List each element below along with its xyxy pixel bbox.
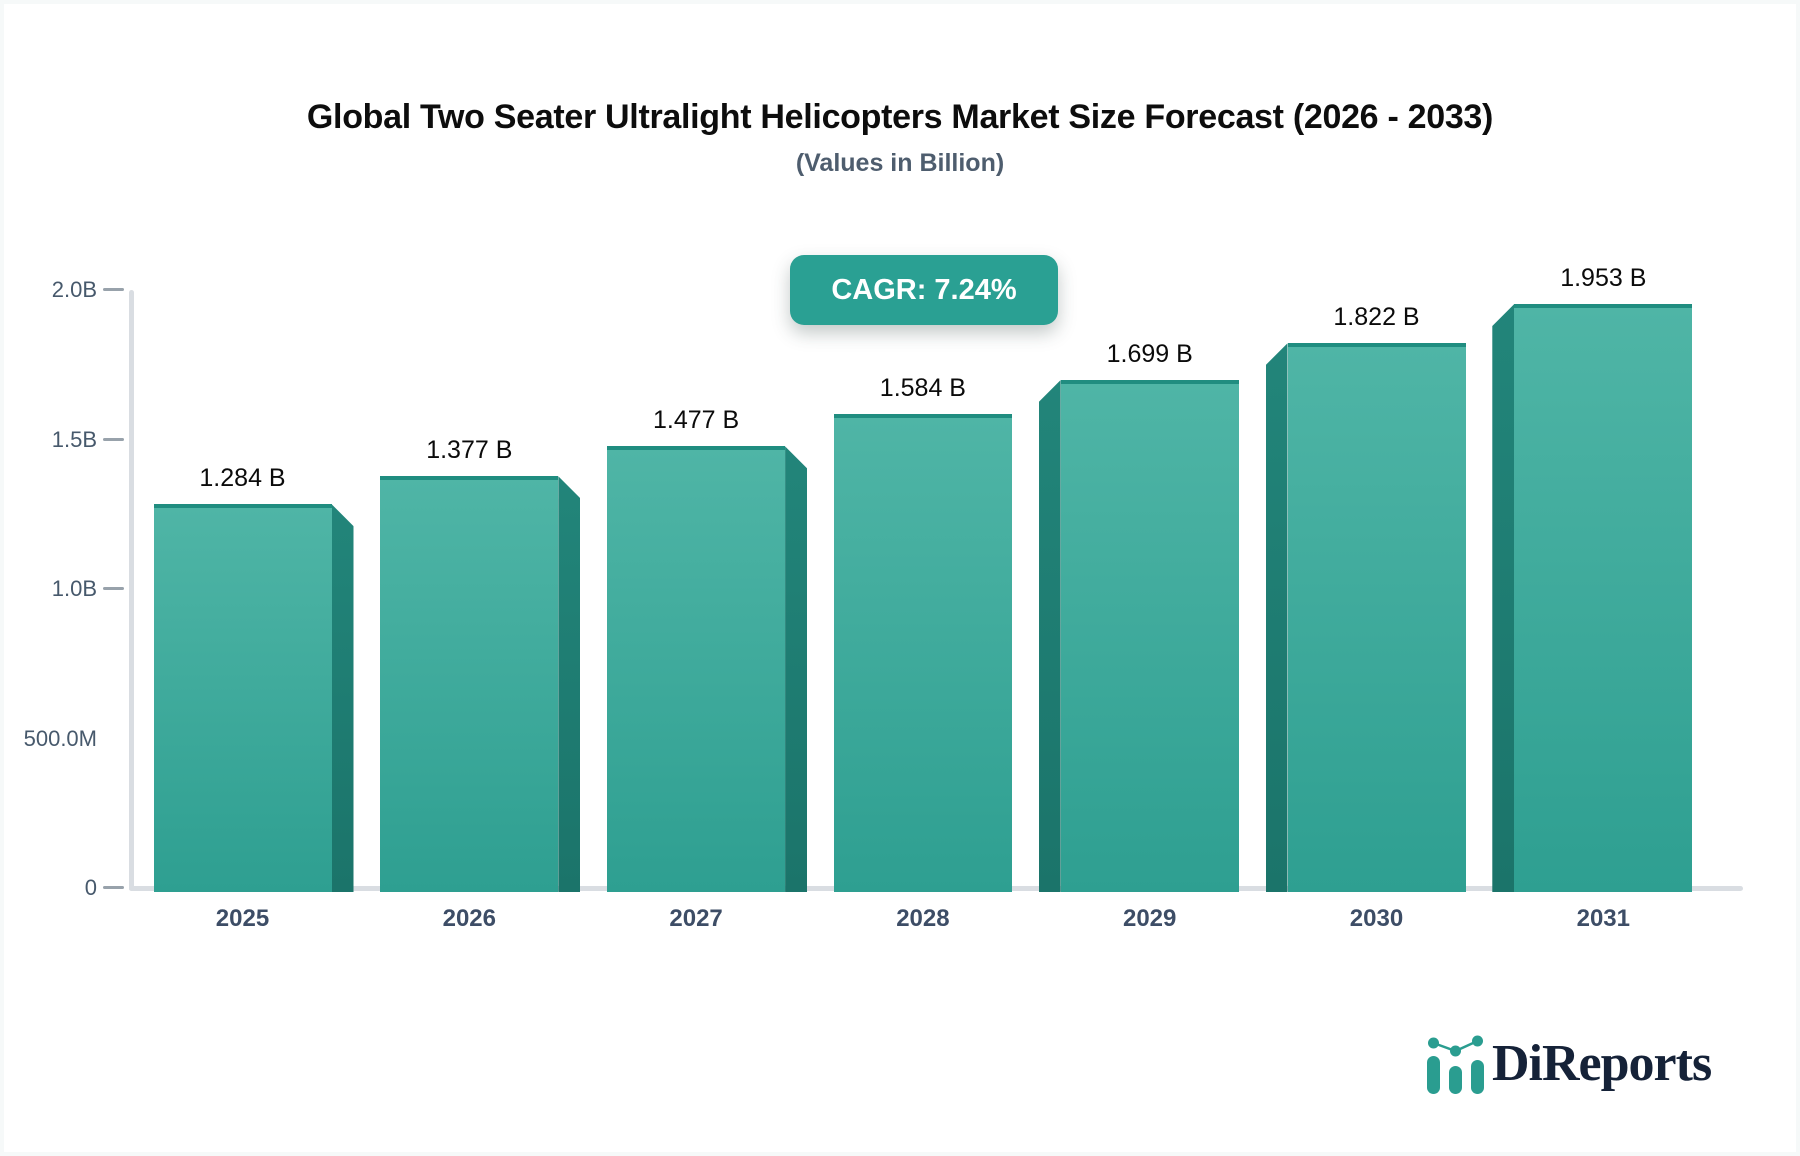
bar-side-2029 <box>1038 379 1061 892</box>
bar-value-label-2030: 1.822 B <box>1333 303 1420 332</box>
bar-value-label-2031: 1.953 B <box>1560 264 1647 293</box>
bar-side-2026 <box>558 476 581 892</box>
y-tick-dash-1.5B <box>103 437 124 441</box>
y-tick-dash-2.0B <box>103 288 124 291</box>
cagr-badge: CAGR: 7.24% <box>790 255 1058 325</box>
y-tick-dash-1.0B <box>103 587 124 590</box>
bar-2029 <box>1060 379 1239 892</box>
bar-side-2027 <box>785 446 808 892</box>
logo-text: DiReports <box>1492 1035 1712 1092</box>
bar-2025 <box>153 504 332 892</box>
x-tick-label-2025: 2025 <box>215 905 270 932</box>
bar-2028 <box>833 414 1012 892</box>
bar-line-chart-icon <box>1427 1035 1484 1094</box>
chart-title: Global Two Seater Ultralight Helicopters… <box>306 98 1494 136</box>
x-tick-label-2027: 2027 <box>669 905 723 932</box>
bar-value-label-2029: 1.699 B <box>1106 339 1193 368</box>
y-tick-label-0: 0 <box>84 875 97 900</box>
y-tick-label-2.0B: 2.0B <box>51 277 97 302</box>
bar-value-label-2025: 1.284 B <box>199 464 286 493</box>
y-tick-label-1.0B: 1.0B <box>51 576 97 601</box>
y-tick-dash-0 <box>103 886 124 889</box>
logo: DiReports <box>1424 1028 1712 1100</box>
y-tick-label-500.0M: 500.0M <box>23 725 97 751</box>
bar-value-label-2026: 1.377 B <box>426 436 513 465</box>
bar-value-label-2028: 1.584 B <box>879 374 966 403</box>
bar-side-2030 <box>1265 343 1288 892</box>
x-tick-label-2029: 2029 <box>1122 905 1177 932</box>
bar-2030 <box>1287 343 1466 892</box>
bar-2026 <box>380 476 559 892</box>
x-tick-label-2030: 2030 <box>1349 905 1404 932</box>
x-tick-label-2026: 2026 <box>442 905 496 932</box>
chart-subtitle: (Values in Billion) <box>795 149 1005 177</box>
bar-2027 <box>607 446 786 892</box>
bar-2031 <box>1514 304 1693 892</box>
bar-value-label-2027: 1.477 B <box>653 406 740 435</box>
bar-side-2025 <box>331 504 354 892</box>
x-tick-label-2031: 2031 <box>1576 905 1630 932</box>
x-tick-label-2028: 2028 <box>896 905 950 932</box>
bar-side-2031 <box>1492 304 1515 892</box>
y-tick-label-1.5B: 1.5B <box>51 426 97 452</box>
y-axis-line <box>129 290 134 891</box>
